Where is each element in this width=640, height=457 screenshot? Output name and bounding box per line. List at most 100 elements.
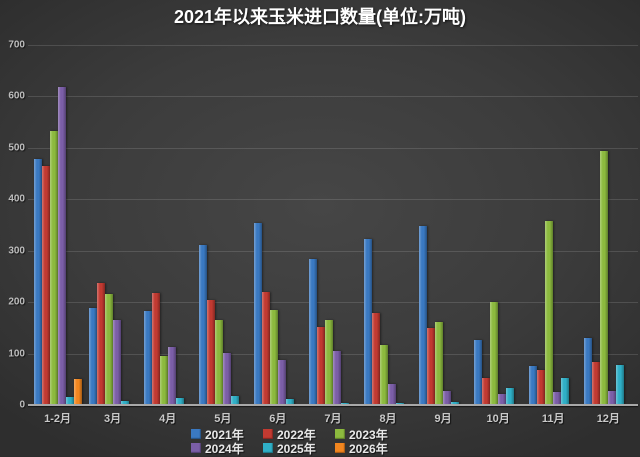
x-tick-label-8月: 8月 xyxy=(379,413,397,425)
bar-2023年-12月 xyxy=(600,151,609,405)
x-axis-labels: 1-2月 3月 4月 5月 6月 7月 8月 9月 10月 11月 12月 xyxy=(30,410,636,426)
bar-2021年-12月 xyxy=(584,337,593,405)
bar-2022年-8月 xyxy=(372,313,380,405)
bar-2024年-10月 xyxy=(498,394,507,405)
bar-2024年-9月 xyxy=(443,391,452,405)
y-tick-label: 500 xyxy=(8,142,25,154)
legend-swatch-icon xyxy=(335,443,345,453)
bar-2022年-12月 xyxy=(592,362,601,405)
bar-group-12月 xyxy=(581,45,636,405)
bar-group-1-2月 xyxy=(30,45,85,405)
bar-2023年-11月 xyxy=(545,221,554,405)
bar-2022年-11月 xyxy=(537,369,546,405)
legend-label: 2023年 xyxy=(349,427,388,442)
bar-2023年-9月 xyxy=(435,321,444,405)
bar-2023年-1-2月 xyxy=(49,130,58,405)
x-tick-label-12月: 12月 xyxy=(596,413,620,425)
chart-title: 2021年以来玉米进口数量(单位:万吨) xyxy=(173,7,467,27)
bar-2023年-8月 xyxy=(380,345,388,405)
bar-2021年-9月 xyxy=(419,225,428,405)
bar-2025年-7月 xyxy=(340,402,349,405)
bar-group-3月 xyxy=(85,45,140,405)
legend-swatch-icon xyxy=(191,429,201,439)
bar-2023年-3月 xyxy=(104,293,113,405)
x-axis-line xyxy=(28,404,638,406)
y-tick-label: 400 xyxy=(8,193,25,205)
bar-2023年-4月 xyxy=(159,356,168,405)
bar-2024年-6月 xyxy=(277,359,286,405)
bar-2022年-5月 xyxy=(206,299,215,405)
bar-2021年-5月 xyxy=(198,245,207,405)
y-tick-label: 300 xyxy=(8,245,25,257)
x-tick-label-10月: 10月 xyxy=(486,413,510,425)
legend-item-2025年: 2025年 xyxy=(263,441,335,456)
bar-2021年-3月 xyxy=(88,307,97,405)
bar-2023年-7月 xyxy=(324,319,333,405)
x-tick-label-3月: 3月 xyxy=(104,413,122,425)
bar-2025年-9月 xyxy=(451,402,460,405)
bar-2021年-7月 xyxy=(308,259,317,405)
bar-series-area xyxy=(30,45,636,405)
legend-label: 2026年 xyxy=(349,441,388,456)
x-tick-label-5月: 5月 xyxy=(214,413,232,425)
bar-2025年-1-2月 xyxy=(65,397,74,405)
legend-label: 2024年 xyxy=(205,441,244,456)
legend-swatch-icon xyxy=(191,443,201,453)
gridline-300 xyxy=(28,250,638,252)
bar-group-8月 xyxy=(360,45,415,405)
bar-2022年-7月 xyxy=(316,327,325,405)
bar-2021年-1-2月 xyxy=(33,159,42,405)
bar-2024年-5月 xyxy=(222,353,231,405)
bar-2025年-4月 xyxy=(175,397,184,405)
bar-2023年-5月 xyxy=(214,320,223,405)
gridline-500 xyxy=(28,147,638,149)
bar-2022年-4月 xyxy=(151,292,160,405)
bar-2025年-5月 xyxy=(230,396,239,405)
legend-swatch-icon xyxy=(335,429,345,439)
bar-group-4月 xyxy=(140,45,195,405)
x-tick-label-9月: 9月 xyxy=(434,413,452,425)
legend-item-2022年: 2022年 xyxy=(263,427,335,442)
bar-2024年-4月 xyxy=(167,346,176,405)
plot-area: 0 100 200 300 400 500 600 700 1-2月 3月 4月 5月 6月 7月 8月 9… xyxy=(8,40,638,425)
x-tick-label-7月: 7月 xyxy=(324,413,342,425)
y-tick-label: 700 xyxy=(8,39,25,51)
bar-2024年-1-2月 xyxy=(57,87,66,405)
legend-item-2026年: 2026年 xyxy=(335,441,407,456)
bar-2025年-3月 xyxy=(120,400,129,405)
gridline-600 xyxy=(28,96,638,98)
bar-group-5月 xyxy=(195,45,250,405)
x-tick-label-1-2月: 1-2月 xyxy=(44,413,71,425)
bar-group-6月 xyxy=(250,45,305,405)
bar-2022年-9月 xyxy=(427,327,436,405)
bar-2024年-8月 xyxy=(388,384,396,405)
bar-group-9月 xyxy=(416,45,471,405)
y-tick-label: 200 xyxy=(8,296,25,308)
bar-2022年-3月 xyxy=(96,282,105,405)
bar-group-10月 xyxy=(471,45,526,405)
legend-label: 2025年 xyxy=(277,441,316,456)
bar-2026年-1-2月 xyxy=(73,378,82,405)
bar-2021年-8月 xyxy=(364,239,372,405)
bar-2022年-10月 xyxy=(482,378,491,405)
bar-group-11月 xyxy=(526,45,581,405)
bar-2025年-11月 xyxy=(561,378,570,405)
bar-2024年-12月 xyxy=(608,391,617,405)
x-tick-label-11月: 11月 xyxy=(541,413,565,425)
y-tick-label: 100 xyxy=(8,348,25,360)
bar-2022年-6月 xyxy=(261,292,270,405)
bar-2025年-12月 xyxy=(616,365,625,405)
legend-item-2024年: 2024年 xyxy=(191,441,263,456)
bar-2023年-6月 xyxy=(269,310,278,405)
legend-label: 2021年 xyxy=(205,427,244,442)
bar-2022年-1-2月 xyxy=(41,165,50,405)
bar-2025年-10月 xyxy=(506,388,515,405)
gridline-700 xyxy=(28,45,638,46)
y-tick-label: 0 xyxy=(19,399,25,411)
bar-2021年-10月 xyxy=(474,339,483,405)
bar-2021年-6月 xyxy=(253,222,262,405)
legend: 2021年 2022年 2023年 2024年 2025年 2026年 xyxy=(191,427,407,456)
x-tick-label-6月: 6月 xyxy=(269,413,287,425)
bar-group-7月 xyxy=(305,45,360,405)
